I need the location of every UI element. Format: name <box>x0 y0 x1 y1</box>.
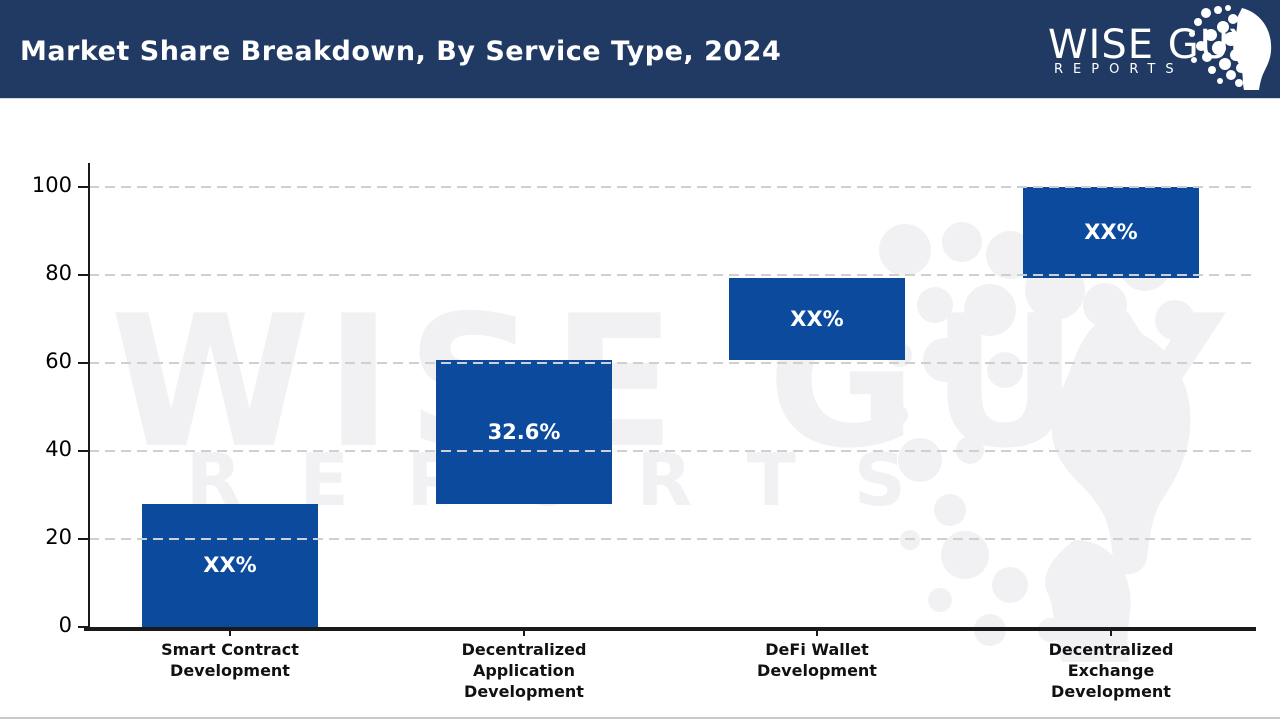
y-tick-mark <box>78 626 89 628</box>
x-tick-mark <box>523 627 525 636</box>
page-title: Market Share Breakdown, By Service Type,… <box>20 36 782 67</box>
y-tick-mark <box>78 274 89 276</box>
wiseguy-logo: WISE GUY REPORTS <box>1020 0 1272 98</box>
x-axis-line <box>84 627 1256 631</box>
header: Market Share Breakdown, By Service Type,… <box>0 0 1280 99</box>
logo-subtitle: REPORTS <box>1054 62 1184 77</box>
x-tick-mark <box>1110 627 1112 636</box>
y-tick-mark <box>78 362 89 364</box>
gridline <box>89 538 1256 540</box>
gridline <box>89 450 1256 452</box>
y-tick-label: 20 <box>45 525 72 549</box>
y-tick-mark <box>78 538 89 540</box>
x-category-line: Development <box>1051 682 1171 701</box>
x-category-line: Decentralized <box>1048 640 1174 659</box>
y-tick-label: 0 <box>58 613 72 637</box>
x-tick-mark <box>229 627 231 636</box>
y-tick-label: 40 <box>45 437 72 461</box>
y-tick-mark <box>78 186 89 188</box>
x-category-label: Smart Contract Development <box>120 639 340 681</box>
x-category-line: Decentralized <box>461 640 587 659</box>
y-tick-label: 60 <box>45 349 72 373</box>
gridline <box>89 362 1256 364</box>
bar-segment: XX% <box>729 277 905 361</box>
x-category-line: Development <box>757 661 877 680</box>
gridline <box>89 274 1256 276</box>
bar-value-label: XX% <box>203 553 257 578</box>
y-tick-mark <box>78 450 89 452</box>
x-category-line: Exchange <box>1067 661 1155 680</box>
y-axis-line <box>88 163 90 631</box>
bar-segment: 32.6% <box>436 360 612 504</box>
bar-segment: XX% <box>1023 187 1199 278</box>
x-category-line: Development <box>170 661 290 680</box>
bar-value-label: XX% <box>790 306 844 331</box>
watermark-face-icon <box>879 222 1195 662</box>
x-category-label: Decentralized Application Development <box>414 639 634 702</box>
y-tick-label: 100 <box>31 173 72 197</box>
bottom-border <box>0 717 1280 719</box>
x-tick-mark <box>816 627 818 636</box>
x-category-label: DeFi Wallet Development <box>707 639 927 681</box>
bar-segment: XX% <box>142 503 318 627</box>
bar-value-label: 32.6% <box>487 420 561 445</box>
x-category-line: DeFi Wallet <box>765 640 869 659</box>
x-category-line: Development <box>464 682 584 701</box>
y-tick-label: 80 <box>45 261 72 285</box>
gridline <box>89 186 1256 188</box>
x-category-label: Decentralized Exchange Development <box>1001 639 1221 702</box>
logo-face-icon <box>1189 5 1272 90</box>
x-category-line: Smart Contract <box>161 640 299 659</box>
x-category-line: Application <box>472 661 576 680</box>
bar-value-label: XX% <box>1084 220 1138 245</box>
